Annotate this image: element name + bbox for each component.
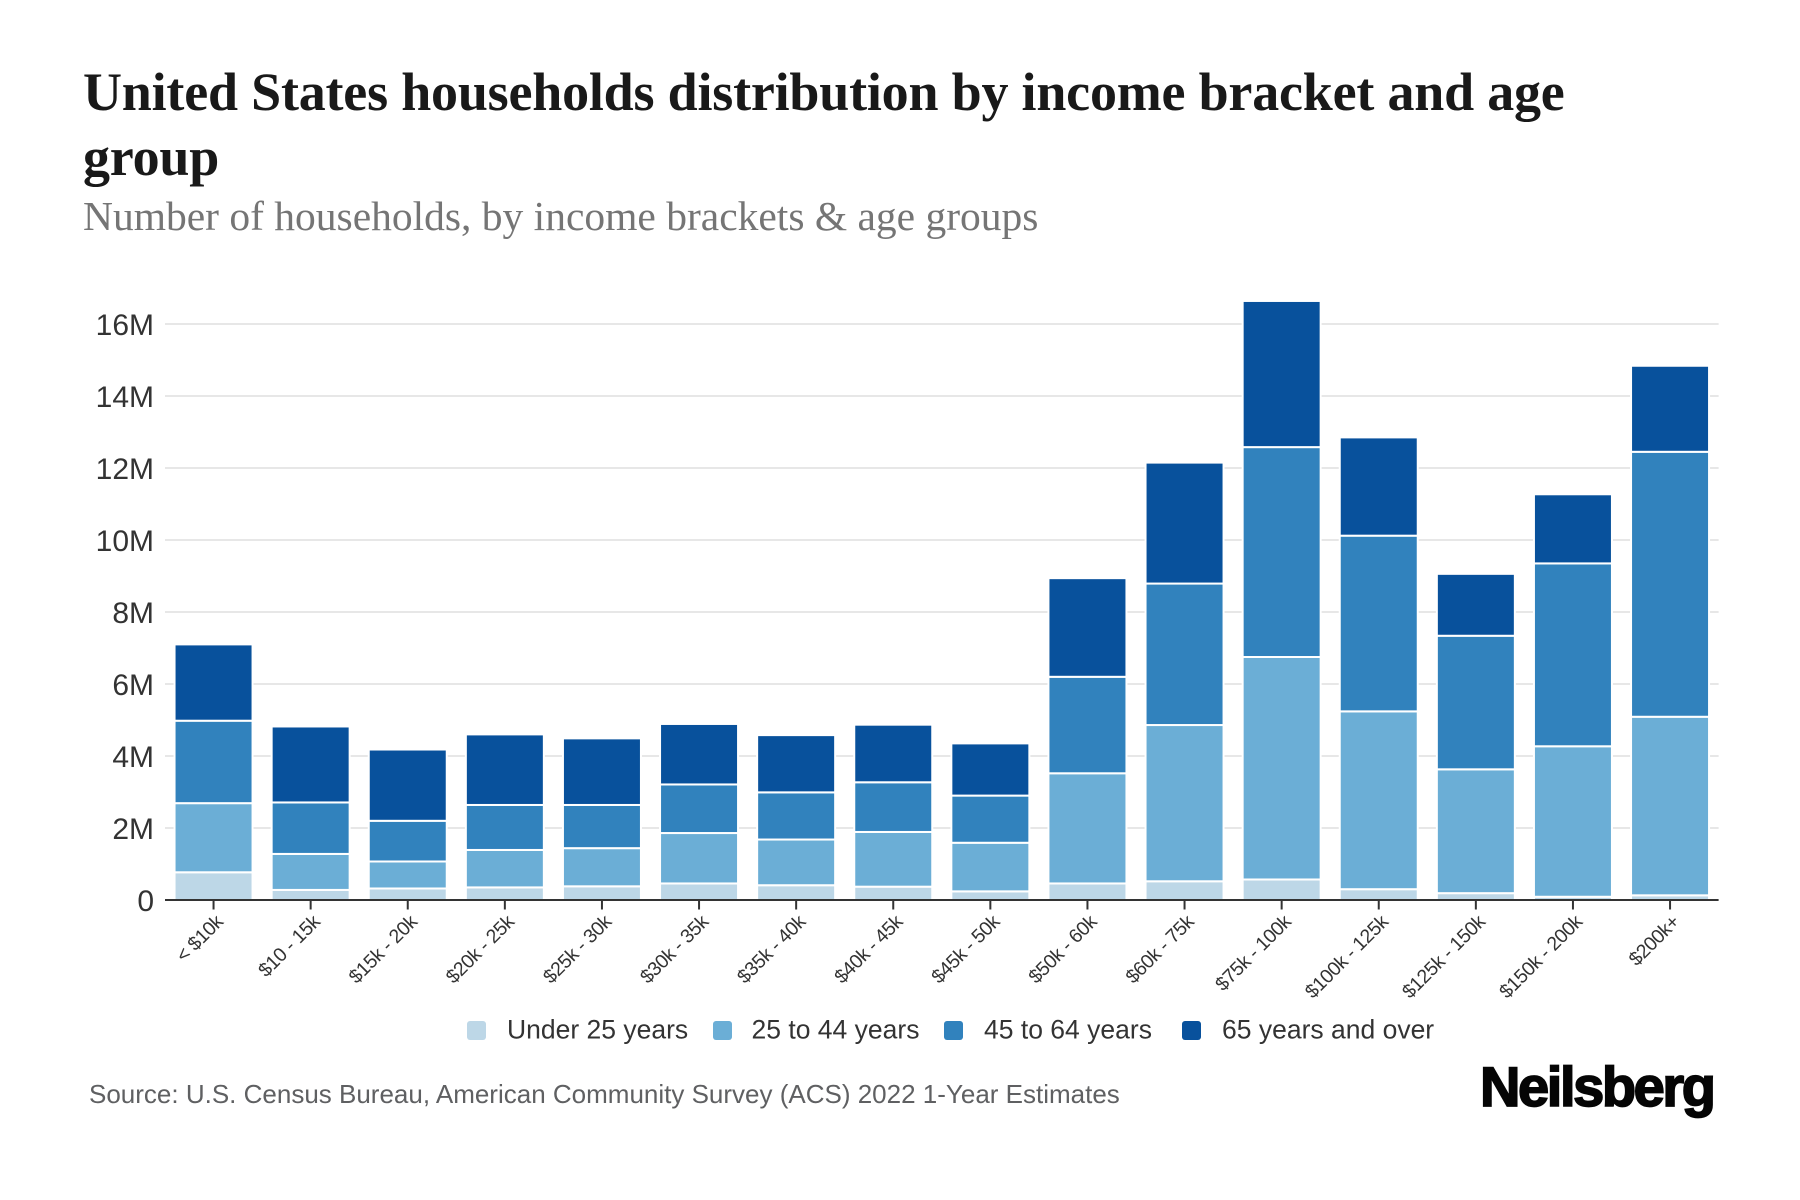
svg-text:65 years and over: 65 years and over — [1222, 1015, 1434, 1045]
svg-text:12M: 12M — [96, 453, 154, 486]
svg-text:Under 25 years: Under 25 years — [507, 1015, 688, 1045]
svg-text:45 to 64 years: 45 to 64 years — [984, 1015, 1152, 1045]
svg-text:4M: 4M — [112, 741, 154, 774]
svg-text:16M: 16M — [96, 309, 154, 342]
svg-text:6M: 6M — [112, 669, 154, 702]
svg-text:14M: 14M — [96, 381, 154, 414]
svg-text:8M: 8M — [112, 597, 154, 630]
svg-text:10M: 10M — [96, 525, 154, 558]
svg-text:25 to 44 years: 25 to 44 years — [752, 1015, 920, 1045]
svg-text:2M: 2M — [112, 813, 154, 846]
svg-text:0: 0 — [137, 885, 154, 918]
